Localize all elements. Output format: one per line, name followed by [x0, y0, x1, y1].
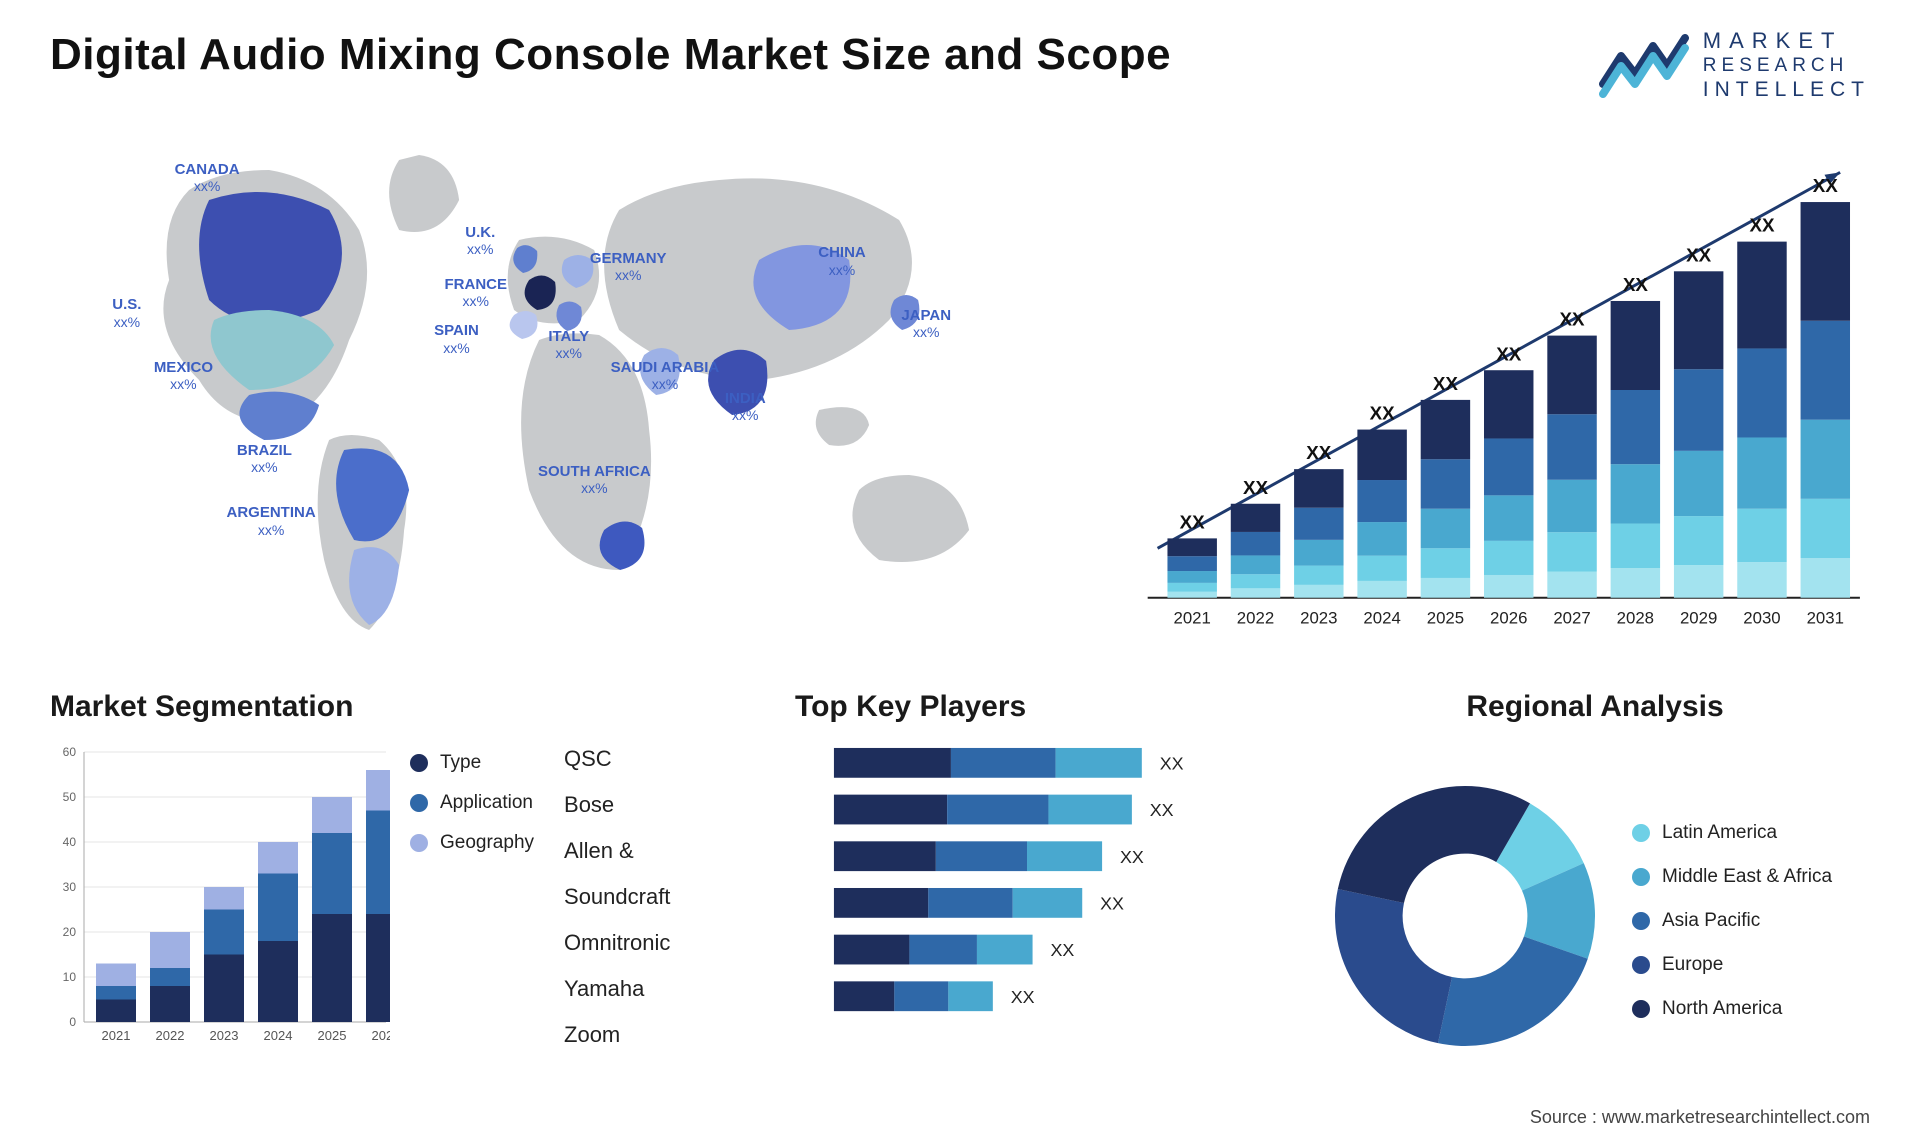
- brand-logo: MARKET RESEARCH INTELLECT: [1599, 30, 1870, 100]
- svg-text:XX: XX: [1750, 215, 1776, 236]
- regional-section: Regional Analysis Latin America Middle Ea…: [1320, 690, 1870, 1090]
- player-list-item: QSC: [564, 746, 670, 772]
- svg-text:XX: XX: [1306, 442, 1332, 463]
- svg-text:30: 30: [63, 880, 77, 894]
- svg-text:2025: 2025: [1427, 608, 1464, 627]
- svg-text:2024: 2024: [1364, 608, 1401, 627]
- player-list-item: Soundcraft: [564, 884, 670, 910]
- map-label-u-s-: U.S.xx%: [112, 296, 141, 329]
- svg-text:40: 40: [63, 835, 77, 849]
- svg-text:10: 10: [63, 970, 77, 984]
- svg-text:XX: XX: [1120, 847, 1144, 867]
- svg-text:60: 60: [63, 745, 77, 759]
- segmentation-legend: Type Application Geography: [410, 742, 534, 1090]
- svg-text:XX: XX: [1813, 175, 1839, 196]
- svg-text:2030: 2030: [1743, 608, 1780, 627]
- player-list-item: Omnitronic: [564, 930, 670, 956]
- map-label-south-africa: SOUTH AFRICAxx%: [538, 463, 651, 496]
- player-list-item: Zoom: [564, 1022, 670, 1048]
- map-label-mexico: MEXICOxx%: [154, 359, 213, 392]
- player-list-item: Bose: [564, 792, 670, 818]
- svg-text:2029: 2029: [1680, 608, 1717, 627]
- map-label-france: FRANCExx%: [445, 276, 508, 309]
- regional-legend-item: Europe: [1632, 954, 1832, 976]
- svg-text:2022: 2022: [156, 1028, 185, 1043]
- regional-legend-item: Latin America: [1632, 822, 1832, 844]
- map-label-india: INDIAxx%: [725, 390, 766, 423]
- svg-text:XX: XX: [1160, 753, 1184, 773]
- map-label-brazil: BRAZILxx%: [237, 442, 292, 475]
- logo-mark-icon: [1599, 32, 1689, 98]
- svg-text:20: 20: [63, 925, 77, 939]
- svg-text:2028: 2028: [1617, 608, 1654, 627]
- regional-legend: Latin America Middle East & Africa Asia Pa…: [1632, 812, 1832, 1020]
- world-map: CANADAxx% U.S.xx% MEXICOxx% BRAZILxx% ARGENT…: [50, 130, 1088, 650]
- players-section: Top Key Players XX XX XX XX XX XX: [795, 690, 1290, 1090]
- regional-legend-item: Asia Pacific: [1632, 910, 1832, 932]
- svg-text:2025: 2025: [318, 1028, 347, 1043]
- svg-text:2021: 2021: [102, 1028, 131, 1043]
- source-label: Source : www.marketresearchintellect.com: [1530, 1107, 1870, 1128]
- svg-text:XX: XX: [1370, 403, 1396, 424]
- player-list-item: Yamaha: [564, 976, 670, 1002]
- map-label-u-k-: U.K.xx%: [465, 224, 495, 257]
- svg-text:2023: 2023: [210, 1028, 239, 1043]
- map-label-japan: JAPANxx%: [901, 307, 951, 340]
- svg-text:XX: XX: [1623, 274, 1649, 295]
- regional-legend-item: North America: [1632, 998, 1832, 1020]
- svg-text:XX: XX: [1496, 343, 1522, 364]
- segmentation-title: Market Segmentation: [50, 690, 765, 724]
- brand-line2: RESEARCH: [1703, 56, 1870, 75]
- seg-legend-item: Geography: [410, 832, 534, 854]
- svg-text:XX: XX: [1100, 893, 1124, 913]
- svg-text:XX: XX: [1560, 309, 1586, 330]
- svg-text:2021: 2021: [1174, 608, 1211, 627]
- players-title: Top Key Players: [795, 690, 1290, 724]
- svg-text:2024: 2024: [264, 1028, 293, 1043]
- svg-text:2023: 2023: [1300, 608, 1337, 627]
- svg-text:XX: XX: [1686, 244, 1712, 265]
- svg-text:50: 50: [63, 790, 77, 804]
- players-chart-svg: XX XX XX XX XX XX: [795, 742, 1290, 1032]
- svg-text:XX: XX: [1433, 373, 1459, 394]
- svg-text:XX: XX: [1150, 800, 1174, 820]
- regional-title: Regional Analysis: [1320, 690, 1870, 724]
- seg-legend-item: Application: [410, 792, 534, 814]
- brand-line3: INTELLECT: [1703, 79, 1870, 100]
- svg-text:0: 0: [69, 1015, 76, 1029]
- map-label-germany: GERMANYxx%: [590, 250, 667, 283]
- svg-text:2031: 2031: [1807, 608, 1844, 627]
- map-label-china: CHINAxx%: [818, 244, 866, 277]
- segmentation-chart-svg: 0 10 20 30 40 50 60 2021 2022 2023 2024 2025 2026: [50, 742, 390, 1052]
- svg-text:2027: 2027: [1554, 608, 1591, 627]
- svg-text:XX: XX: [1011, 987, 1035, 1007]
- forecast-chart-svg: XX 2021 XX 2022 XX 2023 XX 2024 XX 2025 XX 2026 XX 20…: [1118, 130, 1870, 650]
- seg-legend-item: Type: [410, 752, 534, 774]
- map-label-italy: ITALYxx%: [548, 328, 589, 361]
- svg-text:XX: XX: [1180, 511, 1206, 532]
- svg-text:2022: 2022: [1237, 608, 1274, 627]
- players-left-list: QSC Bose Allen & Soundcraft Omnitronic Yamaha…: [554, 742, 670, 1090]
- map-label-canada: CANADAxx%: [175, 161, 240, 194]
- segmentation-section: Market Segmentation 0 10 20 30 40 50 60 2021 202…: [50, 690, 765, 1090]
- regional-donut-svg: [1320, 771, 1610, 1061]
- svg-text:XX: XX: [1243, 477, 1269, 498]
- svg-text:2026: 2026: [372, 1028, 390, 1043]
- player-list-item: Allen &: [564, 838, 670, 864]
- map-label-saudi-arabia: SAUDI ARABIAxx%: [611, 359, 720, 392]
- svg-text:XX: XX: [1050, 940, 1074, 960]
- brand-line1: MARKET: [1703, 30, 1870, 52]
- svg-text:2026: 2026: [1490, 608, 1527, 627]
- map-label-spain: SPAINxx%: [434, 322, 479, 355]
- map-label-argentina: ARGENTINAxx%: [226, 504, 315, 537]
- forecast-chart: XX 2021 XX 2022 XX 2023 XX 2024 XX 2025 XX 2026 XX 20…: [1118, 130, 1870, 650]
- page-title: Digital Audio Mixing Console Market Size…: [50, 30, 1171, 80]
- regional-legend-item: Middle East & Africa: [1632, 866, 1832, 888]
